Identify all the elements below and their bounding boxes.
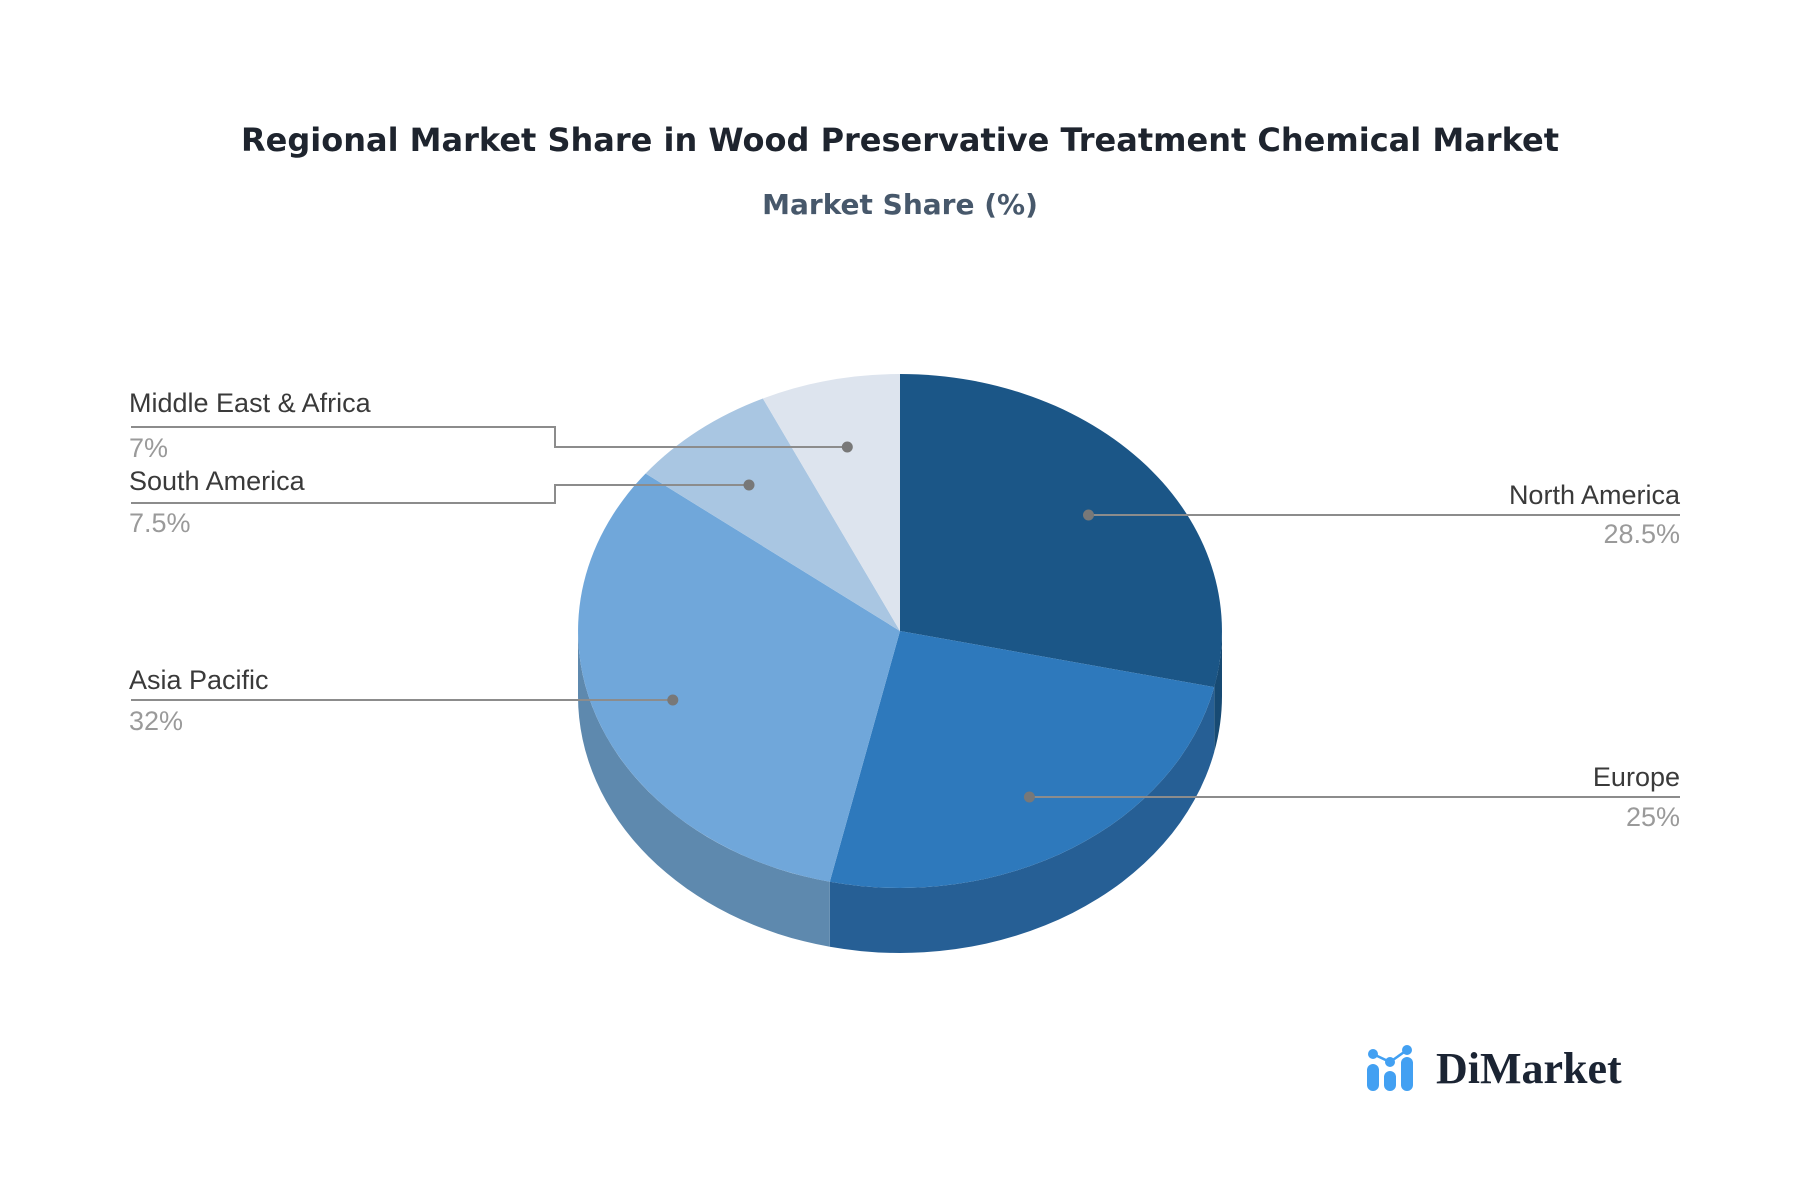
leader-dot-asia-pacific [667,694,679,706]
label-south-america: South America [129,466,305,496]
dimarket-logo: DiMarket [1364,1042,1622,1092]
chart-subtitle: Market Share (%) [762,188,1038,221]
pie-slice-side-north-america [1214,631,1222,753]
value-asia-pacific: 32% [129,706,184,736]
pie-slice-side-asia-pacific [578,631,830,947]
pie-slice-north-america[interactable] [900,374,1222,688]
value-europe: 25% [1625,802,1680,832]
chart-title: Regional Market Share in Wood Preservati… [240,121,1559,159]
leader-dot-europe [1023,791,1035,803]
value-north-america: 28.5% [1603,519,1680,549]
pie-slice-europe[interactable] [829,631,1215,888]
label-asia-pacific: Asia Pacific [129,665,269,695]
leader-line-south-america [131,484,749,504]
logo-text: DiMarket [1436,1044,1622,1093]
label-europe: Europe [1592,762,1680,792]
leader-dot-north-america [1083,509,1094,521]
value-middle-east-africa: 7% [129,433,169,463]
pie-slice-asia-pacific[interactable] [578,473,900,882]
pie-slice-middle-east-africa[interactable] [762,374,900,631]
leader-dot-middle-east-africa [841,441,853,453]
pie-slice-south-america[interactable] [645,398,900,632]
label-middle-east-africa: Middle East & Africa [129,388,371,418]
label-north-america: North America [1508,480,1680,510]
bar-chart-logo-icon [1367,1045,1413,1091]
value-south-america: 7.5% [129,508,191,538]
leader-line-middle-east-africa [131,426,848,448]
pie-slice-side-europe [829,687,1215,953]
leader-dot-south-america [743,479,755,491]
